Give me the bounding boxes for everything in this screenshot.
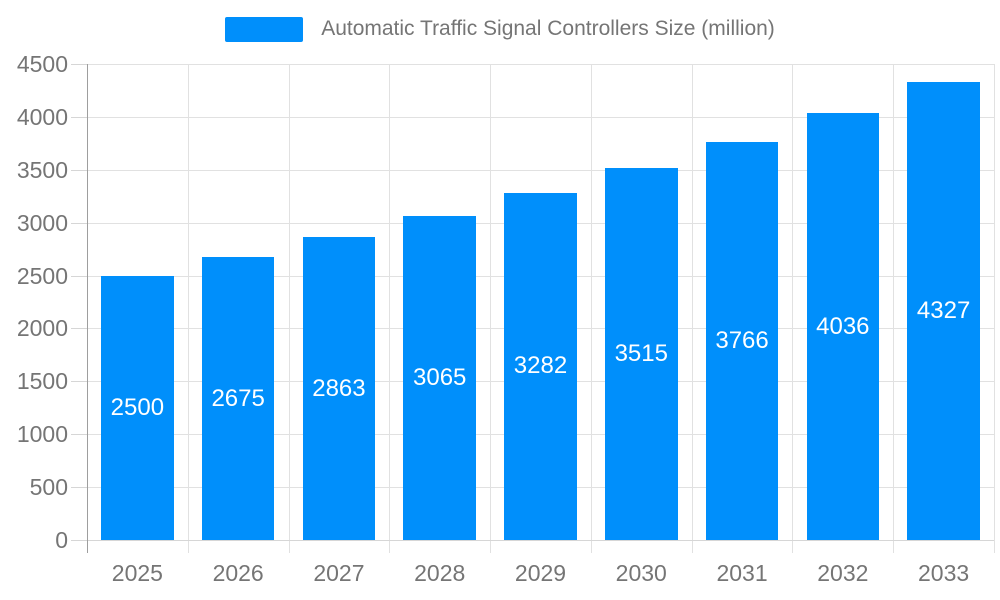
bar[interactable]: 4036 bbox=[806, 113, 880, 540]
bar-value-label: 3282 bbox=[513, 352, 568, 380]
bar[interactable]: 2863 bbox=[302, 237, 376, 540]
y-axis-label: 1500 bbox=[16, 368, 68, 395]
bar[interactable]: 3065 bbox=[403, 215, 476, 540]
bar[interactable]: 3282 bbox=[504, 192, 577, 540]
y-axis-tick bbox=[71, 381, 87, 383]
legend[interactable]: Automatic Traffic Signal Controllers Siz… bbox=[0, 14, 1000, 44]
y-axis-line bbox=[87, 64, 88, 553]
v-gridline bbox=[691, 64, 693, 553]
v-gridline bbox=[187, 64, 189, 553]
y-axis-tick bbox=[71, 169, 87, 171]
v-gridline bbox=[994, 64, 995, 553]
y-axis-label: 2000 bbox=[16, 315, 68, 342]
legend-swatch-icon bbox=[225, 16, 304, 42]
y-axis-tick bbox=[71, 540, 87, 541]
y-axis-tick bbox=[71, 275, 87, 277]
bar[interactable]: 4327 bbox=[907, 82, 980, 540]
x-axis-label: 2026 bbox=[212, 560, 264, 586]
bar-value-label: 2863 bbox=[312, 374, 366, 402]
bar[interactable]: 3766 bbox=[705, 141, 779, 540]
x-axis-label: 2033 bbox=[918, 560, 970, 586]
x-axis-label: 2030 bbox=[615, 560, 667, 586]
bar[interactable]: 3515 bbox=[604, 168, 678, 540]
y-axis-tick bbox=[71, 434, 87, 436]
y-axis-label: 2500 bbox=[16, 262, 68, 289]
y-axis-tick bbox=[71, 222, 87, 224]
v-gridline bbox=[490, 64, 492, 553]
y-axis-label: 1000 bbox=[16, 421, 68, 448]
legend-label: Automatic Traffic Signal Controllers Siz… bbox=[321, 17, 775, 40]
v-gridline bbox=[792, 64, 794, 553]
y-axis-label: 3000 bbox=[16, 209, 68, 236]
h-gridline bbox=[87, 116, 994, 118]
x-axis-label: 2025 bbox=[111, 560, 163, 586]
bar-value-label: 3065 bbox=[413, 363, 467, 391]
bar-value-label: 2675 bbox=[211, 384, 265, 412]
v-gridline bbox=[389, 64, 391, 553]
y-axis-label: 3500 bbox=[16, 156, 68, 183]
h-gridline bbox=[87, 64, 994, 65]
y-axis-tick bbox=[71, 64, 87, 65]
y-axis-tick bbox=[71, 328, 87, 330]
bar-value-label: 4036 bbox=[816, 312, 870, 340]
bar-value-label: 2500 bbox=[110, 393, 165, 421]
bar-value-label: 4327 bbox=[916, 297, 971, 325]
y-axis-tick bbox=[71, 116, 87, 118]
y-axis-label: 4500 bbox=[16, 51, 68, 77]
bar-value-label: 3766 bbox=[715, 326, 769, 354]
x-axis-label: 2028 bbox=[414, 560, 466, 586]
x-axis-label: 2032 bbox=[817, 560, 869, 586]
bar[interactable]: 2675 bbox=[201, 257, 275, 540]
x-axis-line bbox=[87, 540, 994, 541]
v-gridline bbox=[893, 64, 895, 553]
x-axis-label: 2029 bbox=[514, 560, 567, 586]
y-axis-tick bbox=[71, 487, 87, 489]
bar[interactable]: 2500 bbox=[101, 275, 174, 540]
h-gridline bbox=[87, 169, 994, 171]
y-axis-label: 0 bbox=[55, 527, 68, 553]
x-axis-label: 2027 bbox=[313, 560, 365, 586]
v-gridline bbox=[288, 64, 290, 553]
v-gridline bbox=[590, 64, 592, 553]
y-axis-label: 4000 bbox=[16, 103, 68, 130]
bar-value-label: 3515 bbox=[614, 340, 668, 368]
y-axis-label: 500 bbox=[29, 474, 68, 501]
x-axis-label: 2031 bbox=[716, 560, 768, 586]
